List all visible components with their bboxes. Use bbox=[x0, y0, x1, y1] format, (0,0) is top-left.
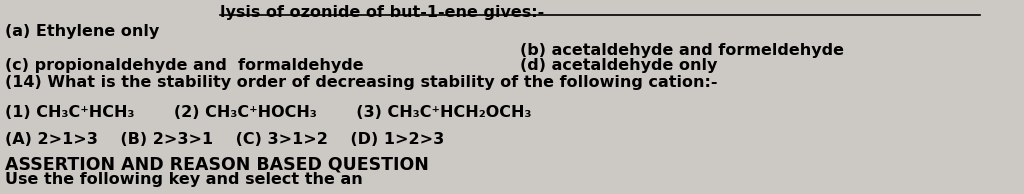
Text: lysis of ozonide of but-1-ene gives:-: lysis of ozonide of but-1-ene gives:- bbox=[220, 5, 544, 20]
Text: (A) 2>1>3    (B) 2>3>1    (C) 3>1>2    (D) 1>2>3: (A) 2>1>3 (B) 2>3>1 (C) 3>1>2 (D) 1>2>3 bbox=[5, 132, 444, 147]
Text: ASSERTION AND REASON BASED QUESTION: ASSERTION AND REASON BASED QUESTION bbox=[5, 155, 429, 173]
Text: (b) acetaldehyde and formeldehyde: (b) acetaldehyde and formeldehyde bbox=[520, 43, 844, 58]
Text: (d) acetaldehyde only: (d) acetaldehyde only bbox=[520, 58, 718, 73]
Text: Use the following key and select the an: Use the following key and select the an bbox=[5, 172, 362, 187]
Text: (14) What is the stability order of decreasing stability of the following cation: (14) What is the stability order of decr… bbox=[5, 75, 718, 90]
Text: (c) propionaldehyde and  formaldehyde: (c) propionaldehyde and formaldehyde bbox=[5, 58, 364, 73]
Text: (1) CH₃C⁺HCH₃       (2) CH₃C⁺HOCH₃       (3) CH₃C⁺HCH₂OCH₃: (1) CH₃C⁺HCH₃ (2) CH₃C⁺HOCH₃ (3) CH₃C⁺HC… bbox=[5, 105, 531, 120]
Text: (a) Ethylene only: (a) Ethylene only bbox=[5, 24, 160, 39]
